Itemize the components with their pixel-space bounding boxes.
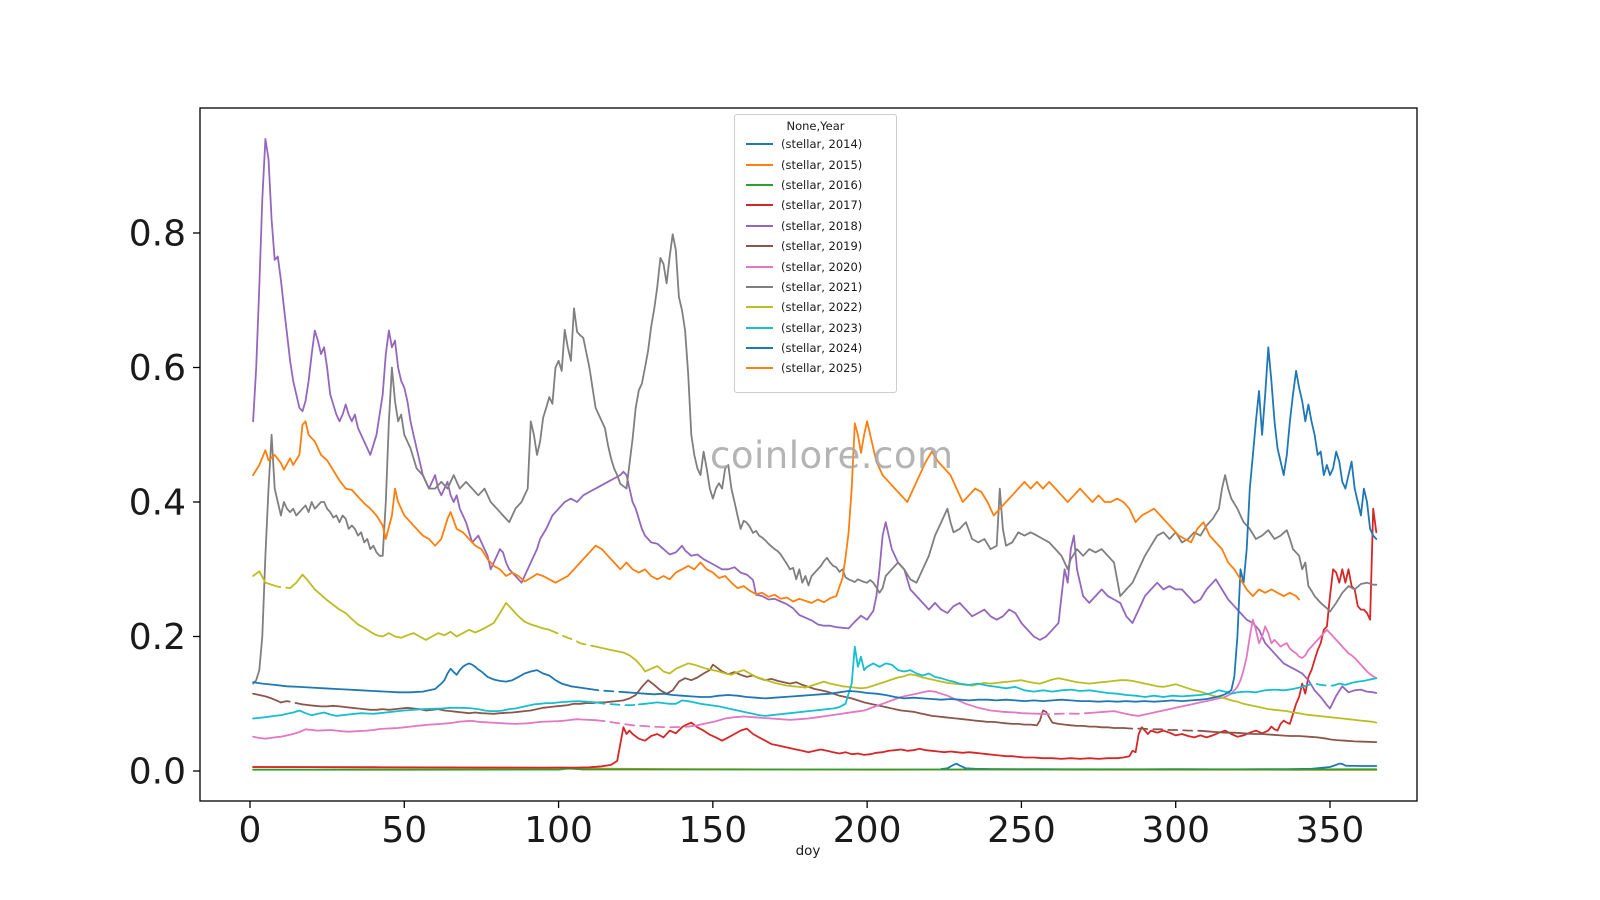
y-tick-label: 0.4 <box>129 483 186 524</box>
legend-item-2017: (stellar, 2017) <box>735 195 896 215</box>
legend-item-2022: (stellar, 2022) <box>735 297 896 317</box>
legend-item-label: (stellar, 2024) <box>781 341 863 356</box>
legend-line-swatch <box>746 224 773 227</box>
legend-item-label: (stellar, 2019) <box>781 239 863 254</box>
x-tick-label: 350 <box>1296 810 1365 851</box>
legend: None,Year (stellar, 2014) (stellar, 2015)… <box>734 114 897 393</box>
series-line-2025 <box>252 420 1300 604</box>
y-tick-label: 0.8 <box>129 214 186 255</box>
legend-line-swatch <box>746 265 773 268</box>
series-line-2019 <box>252 663 1378 743</box>
series-line-2016 <box>252 767 1378 771</box>
series-line-2021 <box>252 233 1378 685</box>
legend-line-swatch <box>746 326 773 329</box>
legend-item-2014: (stellar, 2014) <box>735 134 896 154</box>
series-line-2024 <box>252 346 1378 703</box>
x-tick-label: 250 <box>987 810 1056 851</box>
legend-line-swatch <box>746 367 773 370</box>
x-tick-label: 0 <box>239 810 262 851</box>
series-line-2019-dashed <box>280 700 1208 733</box>
legend-line-swatch <box>746 347 773 350</box>
legend-item-2023: (stellar, 2023) <box>735 318 896 338</box>
legend-item-2018: (stellar, 2018) <box>735 216 896 236</box>
x-tick-label: 150 <box>678 810 747 851</box>
legend-item-label: (stellar, 2018) <box>781 218 863 233</box>
series-line-2018 <box>252 138 1378 710</box>
legend-line-swatch <box>746 204 773 207</box>
legend-item-label: (stellar, 2020) <box>781 259 863 274</box>
legend-item-2025: (stellar, 2025) <box>735 358 896 378</box>
legend-item-2024: (stellar, 2024) <box>735 338 896 358</box>
legend-item-label: (stellar, 2016) <box>781 177 863 192</box>
x-axis-label: doy <box>795 843 821 859</box>
legend-line-swatch <box>746 245 773 248</box>
legend-item-2021: (stellar, 2021) <box>735 277 896 297</box>
legend-line-swatch <box>746 306 773 309</box>
x-tick-label: 200 <box>833 810 902 851</box>
legend-line-swatch <box>746 163 773 166</box>
y-tick-label: 0.2 <box>129 617 186 658</box>
legend-item-2016: (stellar, 2016) <box>735 175 896 195</box>
series-line-2020-dashed <box>594 712 1088 729</box>
series-line-2017 <box>252 507 1378 769</box>
y-tick-label: 0.6 <box>129 348 186 389</box>
series-line-2022-dashed <box>270 583 594 647</box>
legend-item-2019: (stellar, 2019) <box>735 236 896 256</box>
series-line-2024-dashed <box>588 688 628 694</box>
series-line-2014 <box>940 762 1378 771</box>
legend-item-label: (stellar, 2025) <box>781 361 863 376</box>
legend-title: None,Year <box>786 119 845 133</box>
legend-item-2020: (stellar, 2020) <box>735 256 896 276</box>
series-line-2023 <box>252 645 1378 720</box>
series-line-2023-dashed <box>594 682 1334 706</box>
legend-item-2015: (stellar, 2015) <box>735 154 896 174</box>
x-tick-label: 50 <box>381 810 427 851</box>
legend-item-label: (stellar, 2022) <box>781 300 863 315</box>
legend-line-swatch <box>746 285 773 288</box>
series-line-2020 <box>252 618 1378 740</box>
legend-line-swatch <box>746 183 773 186</box>
x-tick-label: 300 <box>1141 810 1210 851</box>
legend-item-label: (stellar, 2023) <box>781 320 863 335</box>
legend-item-label: (stellar, 2021) <box>781 279 863 294</box>
legend-item-label: (stellar, 2014) <box>781 137 863 152</box>
y-tick-label: 0.0 <box>129 752 186 793</box>
legend-items: (stellar, 2014) (stellar, 2015) (stellar, … <box>735 134 896 379</box>
x-tick-label: 100 <box>524 810 593 851</box>
legend-item-label: (stellar, 2015) <box>781 157 863 172</box>
legend-item-label: (stellar, 2017) <box>781 198 863 213</box>
plot-border <box>199 107 1418 802</box>
legend-line-swatch <box>746 143 773 146</box>
series-line-2022 <box>252 570 1378 724</box>
